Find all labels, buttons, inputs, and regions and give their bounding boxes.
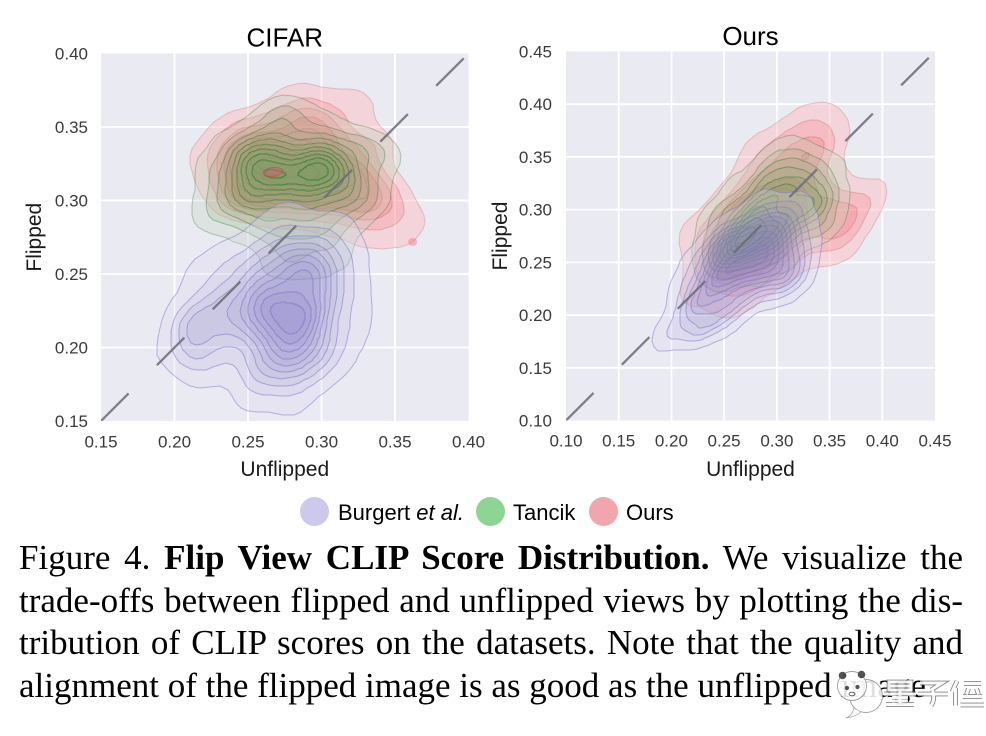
svg-text:0.25: 0.25: [231, 433, 264, 452]
svg-text:Unflipped: Unflipped: [706, 458, 795, 481]
svg-text:0.35: 0.35: [519, 148, 552, 167]
svg-text:0.15: 0.15: [55, 412, 88, 431]
svg-text:CIFAR: CIFAR: [247, 23, 324, 53]
svg-text:Flipped: Flipped: [23, 203, 46, 272]
svg-text:0.45: 0.45: [918, 432, 951, 451]
svg-text:0.30: 0.30: [760, 432, 793, 451]
svg-text:Unflipped: Unflipped: [240, 458, 329, 481]
svg-text:0.20: 0.20: [655, 432, 688, 451]
svg-text:0.40: 0.40: [55, 45, 88, 64]
svg-text:0.20: 0.20: [158, 433, 191, 452]
svg-text:0.25: 0.25: [708, 432, 741, 451]
svg-text:0.10: 0.10: [519, 412, 552, 431]
svg-text:0.15: 0.15: [84, 433, 117, 452]
svg-text:0.30: 0.30: [519, 201, 552, 220]
svg-text:0.35: 0.35: [378, 433, 411, 452]
svg-text:0.20: 0.20: [519, 306, 552, 325]
svg-text:0.35: 0.35: [813, 432, 846, 451]
svg-text:0.40: 0.40: [452, 433, 485, 452]
svg-text:0.15: 0.15: [519, 359, 552, 378]
svg-text:0.30: 0.30: [55, 192, 88, 211]
svg-text:0.45: 0.45: [519, 43, 552, 62]
svg-text:0.10: 0.10: [549, 432, 582, 451]
svg-text:0.30: 0.30: [305, 433, 338, 452]
svg-text:0.25: 0.25: [519, 253, 552, 272]
svg-text:0.20: 0.20: [55, 339, 88, 358]
svg-text:0.40: 0.40: [866, 432, 899, 451]
svg-text:0.35: 0.35: [55, 118, 88, 137]
svg-text:0.15: 0.15: [602, 432, 635, 451]
svg-text:Flipped: Flipped: [489, 202, 512, 271]
svg-text:0.40: 0.40: [519, 95, 552, 114]
svg-text:0.25: 0.25: [55, 265, 88, 284]
svg-text:Ours: Ours: [722, 21, 778, 51]
